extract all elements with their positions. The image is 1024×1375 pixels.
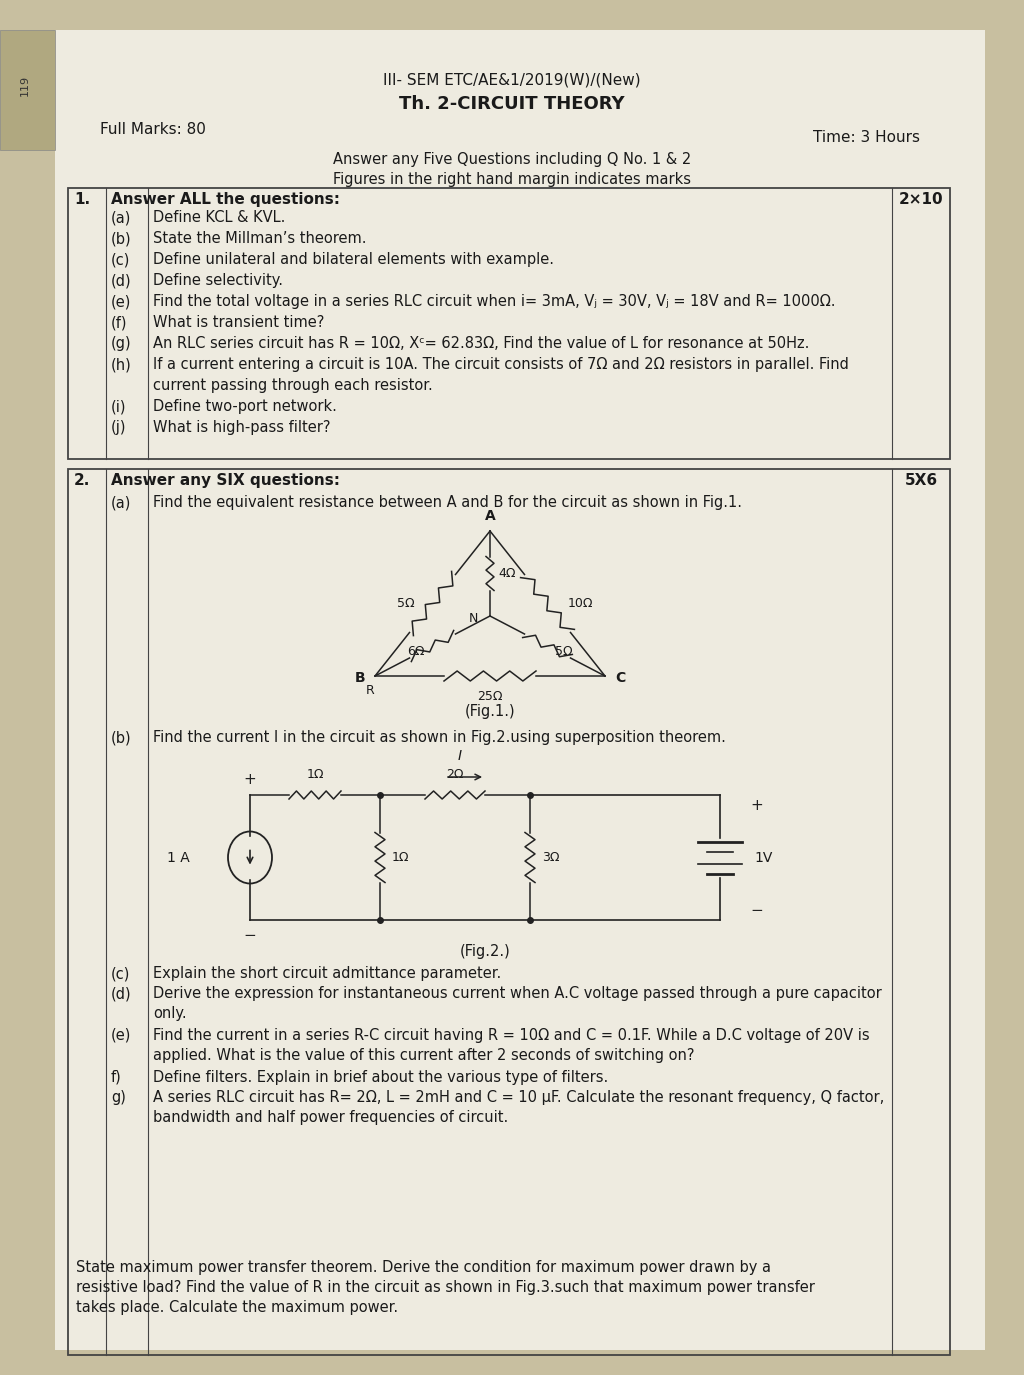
Text: only.: only. [153,1006,186,1022]
Text: f): f) [111,1070,122,1085]
Text: N: N [469,612,478,624]
Text: resistive load? Find the value of R in the circuit as shown in Fig.3.such that m: resistive load? Find the value of R in t… [76,1280,815,1295]
Text: 2×10: 2×10 [899,193,943,208]
Text: I: I [458,749,462,763]
Bar [68,469,950,1354]
Text: Full Marks: 80: Full Marks: 80 [100,122,206,138]
Text: (d): (d) [111,986,132,1001]
Text: 4Ω: 4Ω [498,566,515,580]
Text: +: + [244,771,256,786]
Text: applied. What is the value of this current after 2 seconds of switching on?: applied. What is the value of this curre… [153,1048,694,1063]
Text: If a current entering a circuit is 10A. The circuit consists of 7Ω and 2Ω resist: If a current entering a circuit is 10A. … [153,358,849,373]
Text: Explain the short circuit admittance parameter.: Explain the short circuit admittance par… [153,967,502,980]
Text: (c): (c) [111,967,130,980]
Bar [0,30,55,150]
Text: A series RLC circuit has R= 2Ω, L = 2mH and C = 10 μF. Calculate the resonant fr: A series RLC circuit has R= 2Ω, L = 2mH … [153,1090,885,1106]
Text: Time: 3 Hours: Time: 3 Hours [813,131,920,144]
Text: Figures in the right hand margin indicates marks: Figures in the right hand margin indicat… [333,172,691,187]
Text: Th. 2-CIRCUIT THEORY: Th. 2-CIRCUIT THEORY [399,95,625,113]
Text: (b): (b) [111,231,132,246]
Text: A: A [484,509,496,522]
Text: 1 A: 1 A [167,851,190,865]
Text: 10Ω: 10Ω [567,597,593,610]
Text: takes place. Calculate the maximum power.: takes place. Calculate the maximum power… [76,1299,398,1314]
Text: 5Ω: 5Ω [555,645,573,657]
Text: 5Ω: 5Ω [397,597,415,610]
Text: State maximum power transfer theorem. Derive the condition for maximum power dra: State maximum power transfer theorem. De… [76,1260,771,1275]
Text: Define KCL & KVL.: Define KCL & KVL. [153,210,286,226]
Text: C: C [615,671,626,685]
Text: 1V: 1V [754,851,772,865]
Text: Find the total voltage in a series RLC circuit when i= 3mA, Vⱼ = 30V, Vⱼ = 18V a: Find the total voltage in a series RLC c… [153,294,836,309]
Text: 6Ω: 6Ω [407,645,425,657]
Text: 1Ω: 1Ω [392,851,410,864]
Text: −: − [244,928,256,943]
Text: (c): (c) [111,252,130,267]
Text: bandwidth and half power frequencies of circuit.: bandwidth and half power frequencies of … [153,1110,508,1125]
Text: R: R [366,683,375,697]
Text: 1.: 1. [74,193,90,208]
Text: Define selectivity.: Define selectivity. [153,274,283,287]
Text: (b): (b) [111,730,132,745]
Text: +: + [750,798,763,813]
Text: Find the equivalent resistance between A and B for the circuit as shown in Fig.1: Find the equivalent resistance between A… [153,495,742,510]
Text: 3Ω: 3Ω [542,851,559,864]
Text: 5X6: 5X6 [904,473,938,488]
Text: What is transient time?: What is transient time? [153,315,325,330]
Text: (a): (a) [111,495,131,510]
Text: 2Ω: 2Ω [446,769,464,781]
Text: Answer any SIX questions:: Answer any SIX questions: [111,473,340,488]
Text: Define unilateral and bilateral elements with example.: Define unilateral and bilateral elements… [153,252,554,267]
Text: (f): (f) [111,315,128,330]
Text: (i): (i) [111,399,127,414]
Text: current passing through each resistor.: current passing through each resistor. [153,378,433,393]
Text: (h): (h) [111,358,132,373]
Text: Find the current in a series R-C circuit having R = 10Ω and C = 0.1F. While a D.: Find the current in a series R-C circuit… [153,1028,869,1044]
Text: 1Ω: 1Ω [306,769,324,781]
Text: (d): (d) [111,274,132,287]
Text: An RLC series circuit has R = 10Ω, Xᶜ= 62.83Ω, Find the value of L for resonance: An RLC series circuit has R = 10Ω, Xᶜ= 6… [153,336,809,351]
Text: (a): (a) [111,210,131,226]
Text: III- SEM ETC/AE&1/2019(W)/(New): III- SEM ETC/AE&1/2019(W)/(New) [383,72,641,87]
Text: 2.: 2. [74,473,90,488]
Text: Answer any Five Questions including Q No. 1 & 2: Answer any Five Questions including Q No… [333,153,691,166]
Text: Derive the expression for instantaneous current when A.C voltage passed through : Derive the expression for instantaneous … [153,986,882,1001]
Bar [68,188,950,459]
Text: State the Millman’s theorem.: State the Millman’s theorem. [153,231,367,246]
Text: (e): (e) [111,294,131,309]
Text: Define two-port network.: Define two-port network. [153,399,337,414]
Text: What is high-pass filter?: What is high-pass filter? [153,419,331,434]
Text: Find the current I in the circuit as shown in Fig.2.using superposition theorem.: Find the current I in the circuit as sho… [153,730,726,745]
Text: 25Ω: 25Ω [477,690,503,703]
Text: −: − [750,902,763,917]
Text: Answer ALL the questions:: Answer ALL the questions: [111,193,340,208]
Text: B: B [354,671,365,685]
Text: (g): (g) [111,336,132,351]
Text: (e): (e) [111,1028,131,1044]
Text: (Fig.1.): (Fig.1.) [465,704,515,719]
Text: 119: 119 [20,74,30,96]
Text: g): g) [111,1090,126,1106]
Text: Define filters. Explain in brief about the various type of filters.: Define filters. Explain in brief about t… [153,1070,608,1085]
Text: (j): (j) [111,419,127,434]
Text: (Fig.2.): (Fig.2.) [460,945,510,958]
